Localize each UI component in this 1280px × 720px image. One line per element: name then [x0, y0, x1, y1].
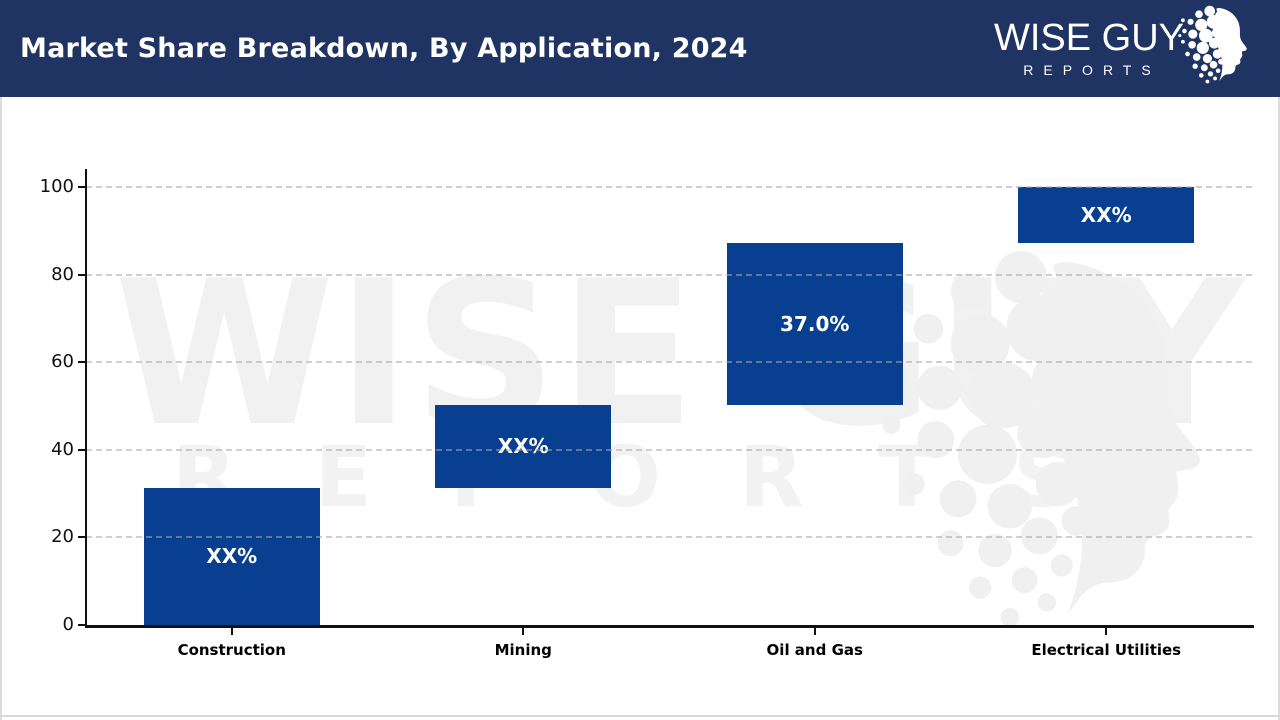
- gridline: [86, 186, 1252, 188]
- brand-logo-text: WISE GUY REPORTS: [994, 19, 1184, 78]
- x-category-label: Electrical Utilities: [1031, 641, 1182, 659]
- x-axis-line: [85, 625, 1254, 628]
- y-tick-label: 0: [62, 614, 74, 635]
- gridline: [86, 536, 1252, 539]
- watermark-head-icon: [869, 250, 1200, 627]
- x-tick-mark: [522, 628, 525, 635]
- x-category-label: Mining: [494, 641, 552, 659]
- y-tick-mark: [78, 624, 86, 626]
- y-tick-label: 100: [39, 176, 74, 197]
- header-bar: Market Share Breakdown, By Application, …: [0, 0, 1280, 97]
- brand-name: WISE GUY: [993, 17, 1184, 59]
- x-category-label: Oil and Gas: [766, 641, 863, 659]
- bar-segment: XX%: [435, 404, 612, 488]
- x-tick-mark: [1105, 628, 1108, 635]
- x-tick-mark: [813, 628, 816, 635]
- bar-value-label: XX%: [497, 434, 549, 459]
- wise-guy-head-icon: [1178, 5, 1247, 83]
- y-axis-line: [85, 169, 87, 628]
- y-tick-mark: [78, 186, 86, 188]
- bar-segment: 37.0%: [726, 242, 903, 405]
- y-tick-label: 80: [51, 263, 74, 285]
- y-tick-mark: [78, 361, 86, 364]
- y-tick-label: 40: [51, 438, 74, 460]
- x-tick-mark: [230, 628, 233, 635]
- y-tick-mark: [78, 536, 86, 539]
- chart-canvas: WISE GUY REPORTS 0 20 40 60 80 100 XX% X: [0, 97, 1280, 720]
- page-title: Market Share Breakdown, By Application, …: [20, 33, 748, 64]
- bar-value-label: XX%: [206, 544, 258, 569]
- y-tick-label: 20: [51, 526, 74, 548]
- y-tick-mark: [78, 273, 86, 276]
- gridline: [86, 361, 1252, 364]
- y-tick-label: 60: [51, 351, 74, 373]
- x-category-label: Construction: [177, 641, 286, 659]
- bar-segment: XX%: [143, 487, 320, 625]
- y-tick-mark: [78, 448, 86, 451]
- plot: 0 20 40 60 80 100 XX% XX% 37.0% XX% Construction Mi…: [2, 97, 1278, 720]
- footer-divider: [0, 715, 1280, 717]
- bar-value-label: 37.0%: [780, 311, 850, 336]
- brand-subtitle: REPORTS: [1023, 62, 1161, 78]
- bar-segment: XX%: [1018, 187, 1195, 243]
- gridline: [86, 273, 1252, 276]
- gridline: [86, 448, 1252, 451]
- bar-value-label: XX%: [1080, 202, 1132, 227]
- brand-logo: WISE GUY REPORTS: [994, 5, 1254, 93]
